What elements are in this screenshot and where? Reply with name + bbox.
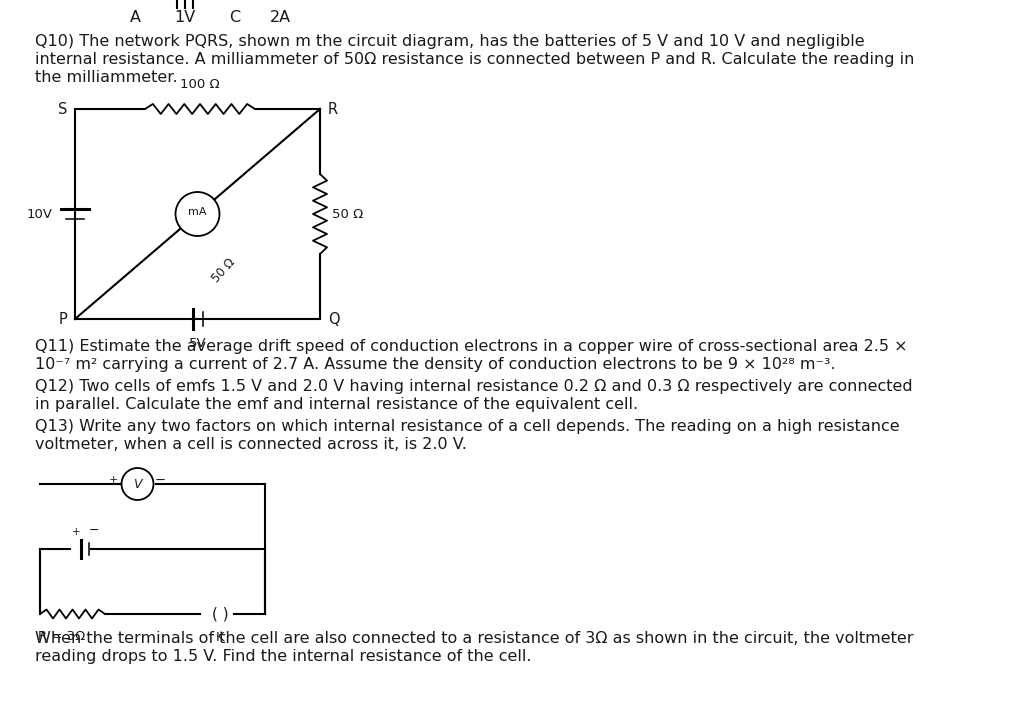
- Text: internal resistance. A milliammeter of 50Ω resistance is connected between P and: internal resistance. A milliammeter of 5…: [35, 52, 914, 67]
- Text: Q10) The network PQRS, shown m the circuit diagram, has the batteries of 5 V and: Q10) The network PQRS, shown m the circu…: [35, 34, 864, 49]
- Text: R: R: [328, 101, 338, 116]
- Text: reading drops to 1.5 V. Find the internal resistance of the cell.: reading drops to 1.5 V. Find the interna…: [35, 649, 531, 664]
- Text: 100 Ω: 100 Ω: [180, 78, 220, 91]
- Text: 50 Ω: 50 Ω: [210, 256, 238, 285]
- Text: the milliammeter.: the milliammeter.: [35, 70, 177, 85]
- Text: ( ): ( ): [212, 607, 228, 621]
- Text: 10⁻⁷ m² carrying a current of 2.7 A. Assume the density of conduction electrons : 10⁻⁷ m² carrying a current of 2.7 A. Ass…: [35, 357, 836, 372]
- Text: 1V: 1V: [174, 10, 196, 25]
- Text: +: +: [109, 475, 118, 485]
- Text: Q11) Estimate the average drift speed of conduction electrons in a copper wire o: Q11) Estimate the average drift speed of…: [35, 339, 907, 354]
- Circle shape: [175, 192, 219, 236]
- Text: A: A: [129, 10, 140, 25]
- Text: R = 3Ω: R = 3Ω: [38, 630, 85, 643]
- Text: in parallel. Calculate the emf and internal resistance of the equivalent cell.: in parallel. Calculate the emf and inter…: [35, 397, 638, 412]
- Text: −: −: [89, 524, 99, 537]
- Text: P: P: [58, 311, 67, 326]
- Text: −: −: [155, 474, 166, 487]
- Text: K: K: [216, 631, 224, 644]
- Text: 2A: 2A: [269, 10, 291, 25]
- Text: S: S: [57, 101, 67, 116]
- Text: 50 Ω: 50 Ω: [332, 208, 364, 221]
- Text: 10V: 10V: [27, 208, 53, 221]
- Text: When the terminals of the cell are also connected to a resistance of 3Ω as shown: When the terminals of the cell are also …: [35, 631, 913, 646]
- Circle shape: [122, 468, 154, 500]
- Text: Q12) Two cells of emfs 1.5 V and 2.0 V having internal resistance 0.2 Ω and 0.3 : Q12) Two cells of emfs 1.5 V and 2.0 V h…: [35, 379, 912, 394]
- Text: voltmeter, when a cell is connected across it, is 2.0 V.: voltmeter, when a cell is connected acro…: [35, 437, 467, 452]
- Text: V: V: [133, 477, 141, 490]
- Text: Q: Q: [328, 311, 340, 326]
- Text: mA: mA: [188, 207, 207, 217]
- Text: Q13) Write any two factors on which internal resistance of a cell depends. The r: Q13) Write any two factors on which inte…: [35, 419, 900, 434]
- Text: C: C: [229, 10, 241, 25]
- Text: +: +: [72, 527, 80, 537]
- Text: 5V: 5V: [188, 337, 206, 350]
